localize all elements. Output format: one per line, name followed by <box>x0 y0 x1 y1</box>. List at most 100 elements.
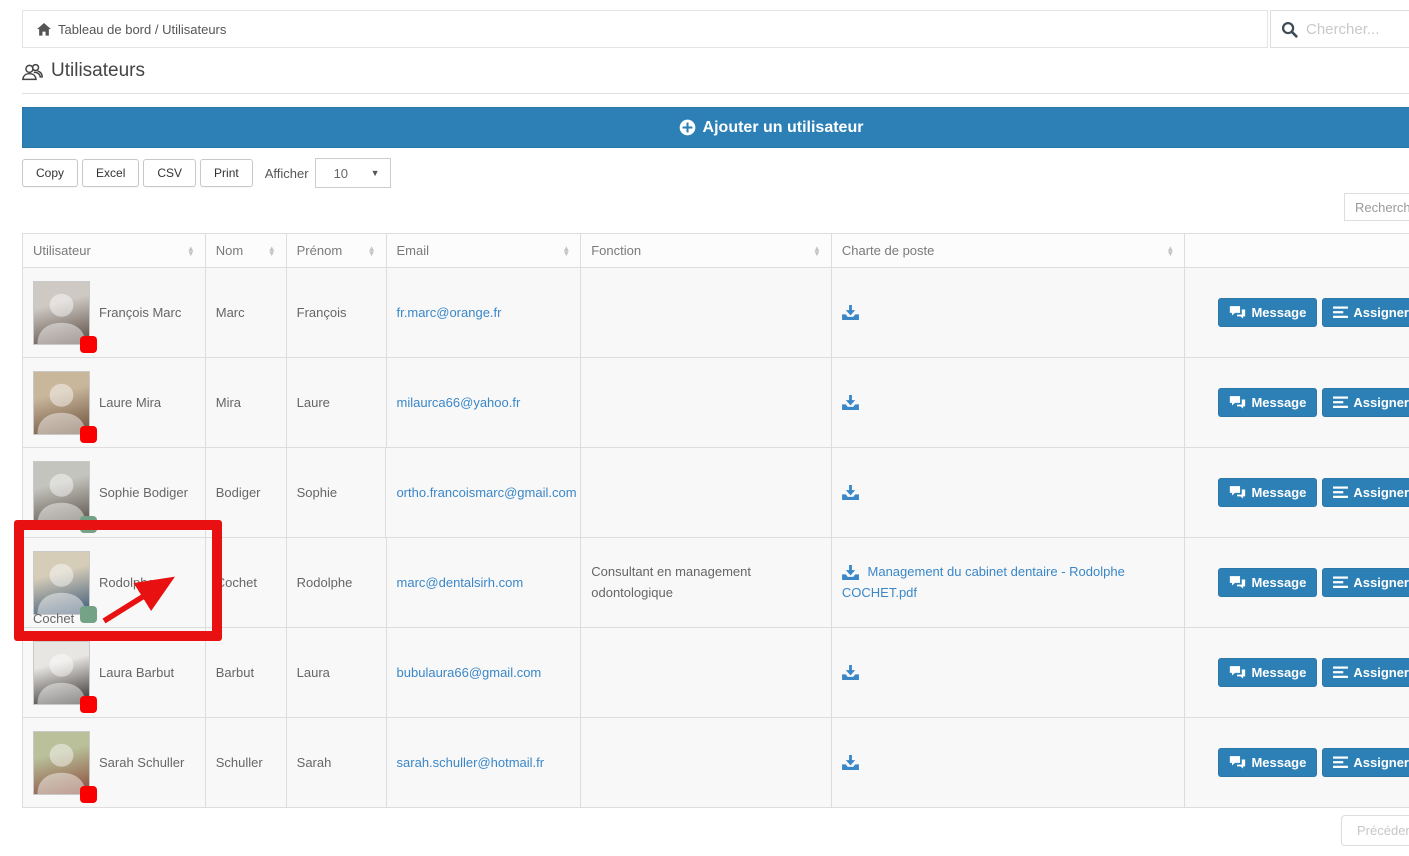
download-icon <box>841 564 859 580</box>
assigner-button-label: Assigner <box>1353 305 1409 320</box>
table-row: Laure Mira Mira Laure milaurca66@yahoo.f… <box>23 357 1409 447</box>
add-user-button[interactable]: Ajouter un utilisateur <box>22 107 1409 148</box>
message-button[interactable]: Message <box>1218 388 1318 417</box>
user-display-name: Laura Barbut <box>99 665 175 680</box>
column-header-charte[interactable]: Charte de poste ▲ ▼ <box>830 234 1184 267</box>
message-button-label: Message <box>1251 485 1307 500</box>
table-search-input[interactable]: Recherch <box>1344 193 1409 221</box>
add-user-button-label: Ajouter un utilisateur <box>702 118 864 136</box>
assigner-button[interactable]: Assigner <box>1322 748 1409 777</box>
user-display-name-line2: Cochet <box>33 611 75 626</box>
prenom-value: Sarah <box>296 755 332 770</box>
copy-button[interactable]: Copy <box>22 159 79 187</box>
assigner-button[interactable]: Assigner <box>1322 478 1409 507</box>
message-button[interactable]: Message <box>1218 478 1318 507</box>
user-display-name: Sarah Schuller <box>99 755 185 770</box>
breadcrumb-label: Tableau de bord / Utilisateurs <box>58 21 227 37</box>
avatar <box>33 460 97 533</box>
person-silhouette-icon <box>37 743 86 794</box>
download-icon <box>841 305 859 321</box>
tasks-icon <box>1333 666 1349 678</box>
comments-icon <box>1230 396 1246 409</box>
message-button[interactable]: Message <box>1218 568 1318 597</box>
charte-filename: Management du cabinet dentaire - Rodolph… <box>841 563 1125 600</box>
users-icon <box>22 63 43 80</box>
nom-value: Barbut <box>215 665 255 680</box>
email-link[interactable]: sarah.schuller@hotmail.fr <box>396 755 545 770</box>
page-size-label: Afficher <box>264 165 309 181</box>
print-button[interactable]: Print <box>200 159 253 187</box>
prenom-value: Rodolphe <box>296 575 353 590</box>
plus-circle-icon <box>679 119 695 136</box>
table-search-value: Recherch <box>1355 199 1409 215</box>
table-row: Sarah Schuller Schuller Sarah sarah.schu… <box>23 717 1409 807</box>
nom-value: Marc <box>215 305 245 320</box>
excel-button[interactable]: Excel <box>82 159 140 187</box>
csv-button[interactable]: CSV <box>143 159 197 187</box>
person-silhouette-icon <box>37 653 86 704</box>
assigner-button[interactable]: Assigner <box>1322 658 1409 687</box>
email-link[interactable]: fr.marc@orange.fr <box>396 305 502 320</box>
status-indicator <box>80 425 97 443</box>
assigner-button[interactable]: Assigner <box>1322 568 1409 597</box>
charte-download-link[interactable] <box>842 482 864 503</box>
message-button-label: Message <box>1251 305 1307 320</box>
message-button[interactable]: Message <box>1218 748 1318 777</box>
charte-download-link[interactable] <box>841 752 864 773</box>
column-header-email[interactable]: Email ▲ ▼ <box>385 234 581 267</box>
email-link[interactable]: ortho.francoismarc@gmail.com <box>396 485 577 500</box>
nom-value: Cochet <box>215 575 257 590</box>
message-button-label: Message <box>1251 395 1307 410</box>
prenom-value: François <box>296 305 347 320</box>
user-display-name: Rodolphe <box>99 575 155 590</box>
column-header-prenom[interactable]: Prénom ▲ ▼ <box>285 234 386 267</box>
assigner-button-label: Assigner <box>1353 755 1409 770</box>
tasks-icon <box>1333 306 1349 318</box>
tasks-icon <box>1333 486 1349 498</box>
column-header-actions <box>1184 234 1409 267</box>
user-display-name: François Marc <box>99 305 182 320</box>
charte-download-link[interactable] <box>841 662 864 683</box>
global-search[interactable]: Chercher... <box>1270 10 1409 48</box>
nom-value: Bodiger <box>215 485 261 500</box>
page-title-label: Utilisateurs <box>51 60 145 81</box>
charte-download-link[interactable] <box>841 302 864 323</box>
nom-value: Schuller <box>215 755 263 770</box>
message-button-label: Message <box>1251 755 1307 770</box>
comments-icon <box>1230 666 1246 679</box>
status-indicator <box>80 515 97 533</box>
email-link[interactable]: milaurca66@yahoo.fr <box>396 395 521 410</box>
assigner-button[interactable]: Assigner <box>1322 388 1409 417</box>
fonction-value: Consultant en management odontologique <box>591 564 751 600</box>
column-header-utilisateur[interactable]: Utilisateur ▲ ▼ <box>33 243 195 258</box>
pagination-previous-label: Précédent <box>1357 823 1409 838</box>
person-silhouette-icon <box>37 293 86 344</box>
download-icon <box>842 485 859 501</box>
charte-download-link[interactable] <box>841 392 864 413</box>
prenom-value: Sophie <box>296 485 338 500</box>
avatar <box>33 370 97 443</box>
assigner-button[interactable]: Assigner <box>1322 298 1409 327</box>
avatar <box>33 280 97 353</box>
comments-icon <box>1230 306 1246 319</box>
message-button[interactable]: Message <box>1218 298 1318 327</box>
column-header-nom[interactable]: Nom ▲ ▼ <box>204 234 286 267</box>
email-link[interactable]: marc@dentalsirh.com <box>396 575 524 590</box>
global-search-placeholder: Chercher... <box>1306 20 1380 38</box>
page-size-value: 10 <box>333 165 349 181</box>
breadcrumb[interactable]: Tableau de bord / Utilisateurs <box>22 10 1268 48</box>
column-header-fonction[interactable]: Fonction ▲ ▼ <box>580 234 831 267</box>
email-link[interactable]: bubulaura66@gmail.com <box>396 665 542 680</box>
sort-icon: ▲ ▼ <box>562 243 571 258</box>
person-silhouette-icon <box>37 563 86 614</box>
download-icon <box>841 665 859 681</box>
message-button-label: Message <box>1251 575 1307 590</box>
pagination-previous-button[interactable]: Précédent <box>1341 815 1409 846</box>
prenom-value: Laura <box>296 665 330 680</box>
page-size-select[interactable]: 10 ▼ <box>314 158 391 188</box>
charte-download-link[interactable]: Management du cabinet dentaire - Rodolph… <box>842 562 1174 604</box>
message-button[interactable]: Message <box>1218 658 1318 687</box>
table-row: François Marc Marc François fr.marc@oran… <box>23 267 1409 357</box>
users-table: Utilisateur ▲ ▼ Nom ▲ ▼ Prénom ▲ ▼ Email ▲ ▼… <box>22 233 1409 808</box>
